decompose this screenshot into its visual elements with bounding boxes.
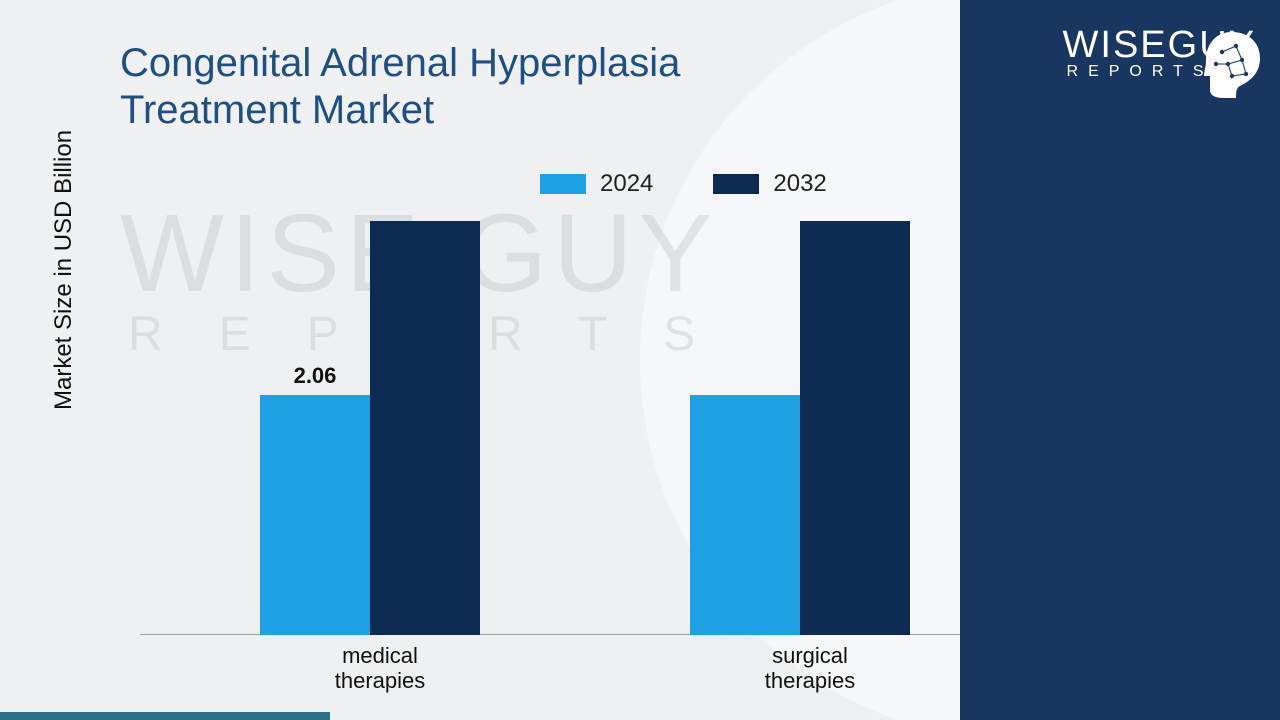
legend-label-2024: 2024 [600, 170, 653, 198]
bar [800, 221, 910, 635]
bar [370, 221, 480, 635]
chart-title: Congenital Adrenal Hyperplasia Treatment… [120, 40, 760, 134]
brand-logo: WISEGUY REPORTS [1063, 24, 1256, 81]
chart-canvas: WISE GUY REPORTS Congenital Adrenal Hype… [0, 0, 1280, 720]
legend-item-2024: 2024 [540, 170, 653, 198]
legend-label-2032: 2032 [773, 170, 826, 198]
right-brand-panel [960, 0, 1280, 720]
legend-item-2032: 2032 [713, 170, 826, 198]
category-label: surgicaltherapies [690, 635, 930, 694]
bar [690, 395, 800, 635]
category-label: medicaltherapies [260, 635, 500, 694]
legend-swatch-2024 [540, 174, 586, 194]
bottom-accent-bar [0, 712, 330, 720]
plot-area: 2.06medicaltherapiessurgicaltherapies [140, 215, 960, 635]
head-silhouette-icon [1202, 30, 1262, 100]
legend-swatch-2032 [713, 174, 759, 194]
legend: 2024 2032 [540, 170, 827, 198]
bar [260, 395, 370, 635]
y-axis-label: Market Size in USD Billion [50, 130, 78, 410]
bar-value-label: 2.06 [260, 363, 370, 389]
